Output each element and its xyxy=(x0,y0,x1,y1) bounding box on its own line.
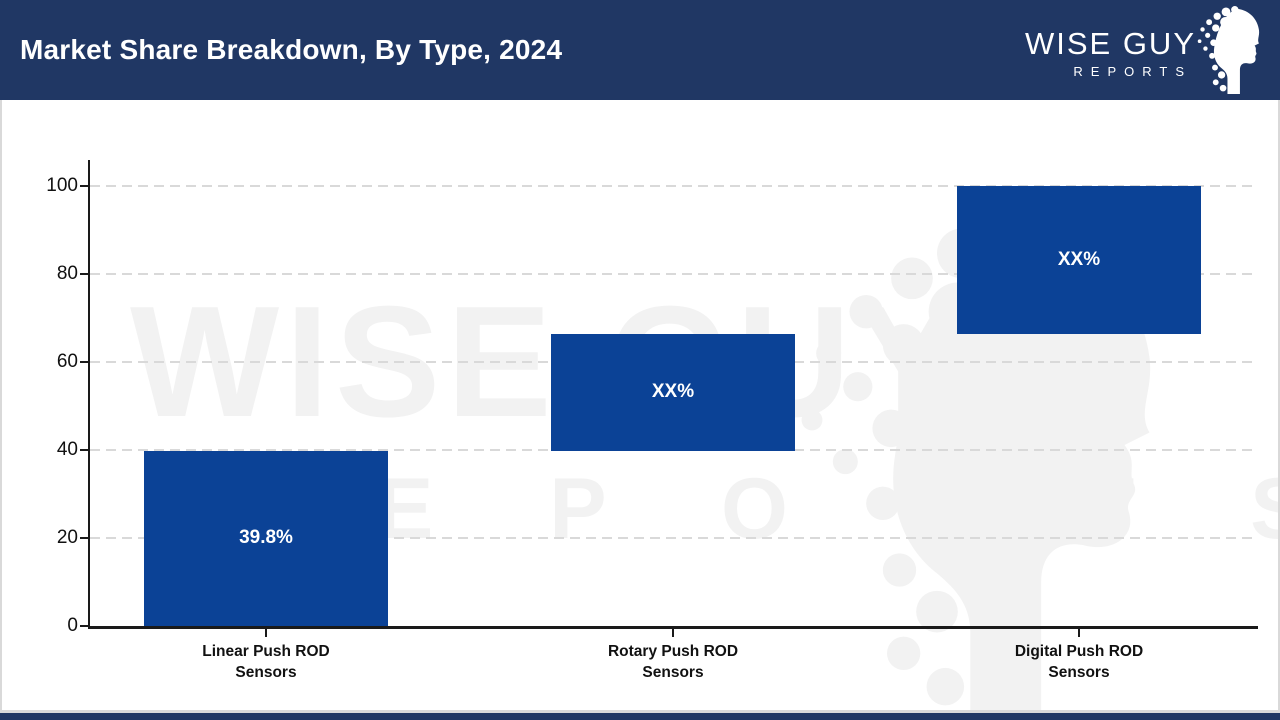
category-label: Digital Push ROD Sensors xyxy=(1014,643,1144,681)
category-label: Linear Push ROD Sensors xyxy=(202,643,330,681)
bar-value-label: XX% xyxy=(1057,248,1101,270)
x-tick-mark xyxy=(265,629,267,637)
y-tick-label: 60 xyxy=(56,351,78,372)
footer-divider xyxy=(0,710,1280,713)
logo-face-icon xyxy=(1197,6,1260,94)
y-tick-mark xyxy=(80,185,88,187)
bar-segment xyxy=(551,333,795,451)
x-tick-mark xyxy=(672,629,674,637)
chart-area: WISE GUY R E P O R T S 0 20 40 60 80 100 39.8%… xyxy=(0,100,1280,710)
x-tick-mark xyxy=(1078,629,1080,637)
y-tick-mark xyxy=(80,273,88,275)
y-tick-mark xyxy=(80,625,88,627)
grid-line xyxy=(90,537,1256,539)
bar-value-label: 39.8% xyxy=(239,527,293,549)
y-tick-label: 20 xyxy=(56,527,78,548)
y-tick-mark xyxy=(80,537,88,539)
grid-line xyxy=(90,185,1256,187)
header-bar: Market Share Breakdown, By Type, 2024 WI… xyxy=(0,0,1280,100)
y-tick-label: 40 xyxy=(56,439,78,460)
y-tick-label: 0 xyxy=(67,615,78,636)
watermark-face-icon xyxy=(801,220,1151,710)
logo-wordmark: WISE GUY xyxy=(1024,26,1196,61)
footer-bar xyxy=(0,713,1280,720)
y-tick-mark xyxy=(80,361,88,363)
grid-line xyxy=(90,273,1256,275)
x-axis-line xyxy=(88,626,1258,629)
page-title: Market Share Breakdown, By Type, 2024 xyxy=(20,34,563,65)
category-label: Rotary Push ROD Sensors xyxy=(607,643,739,681)
bar-value-label: XX% xyxy=(651,381,695,403)
bar-segment xyxy=(144,450,388,626)
brand-logo: WISE GUY REPORTS xyxy=(1008,0,1268,100)
y-tick-label: 100 xyxy=(46,175,78,196)
y-axis-line xyxy=(88,160,90,628)
y-tick-mark xyxy=(80,449,88,451)
logo-subtext: REPORTS xyxy=(1073,64,1192,79)
bar-segment xyxy=(957,186,1201,334)
y-tick-label: 80 xyxy=(56,263,78,284)
